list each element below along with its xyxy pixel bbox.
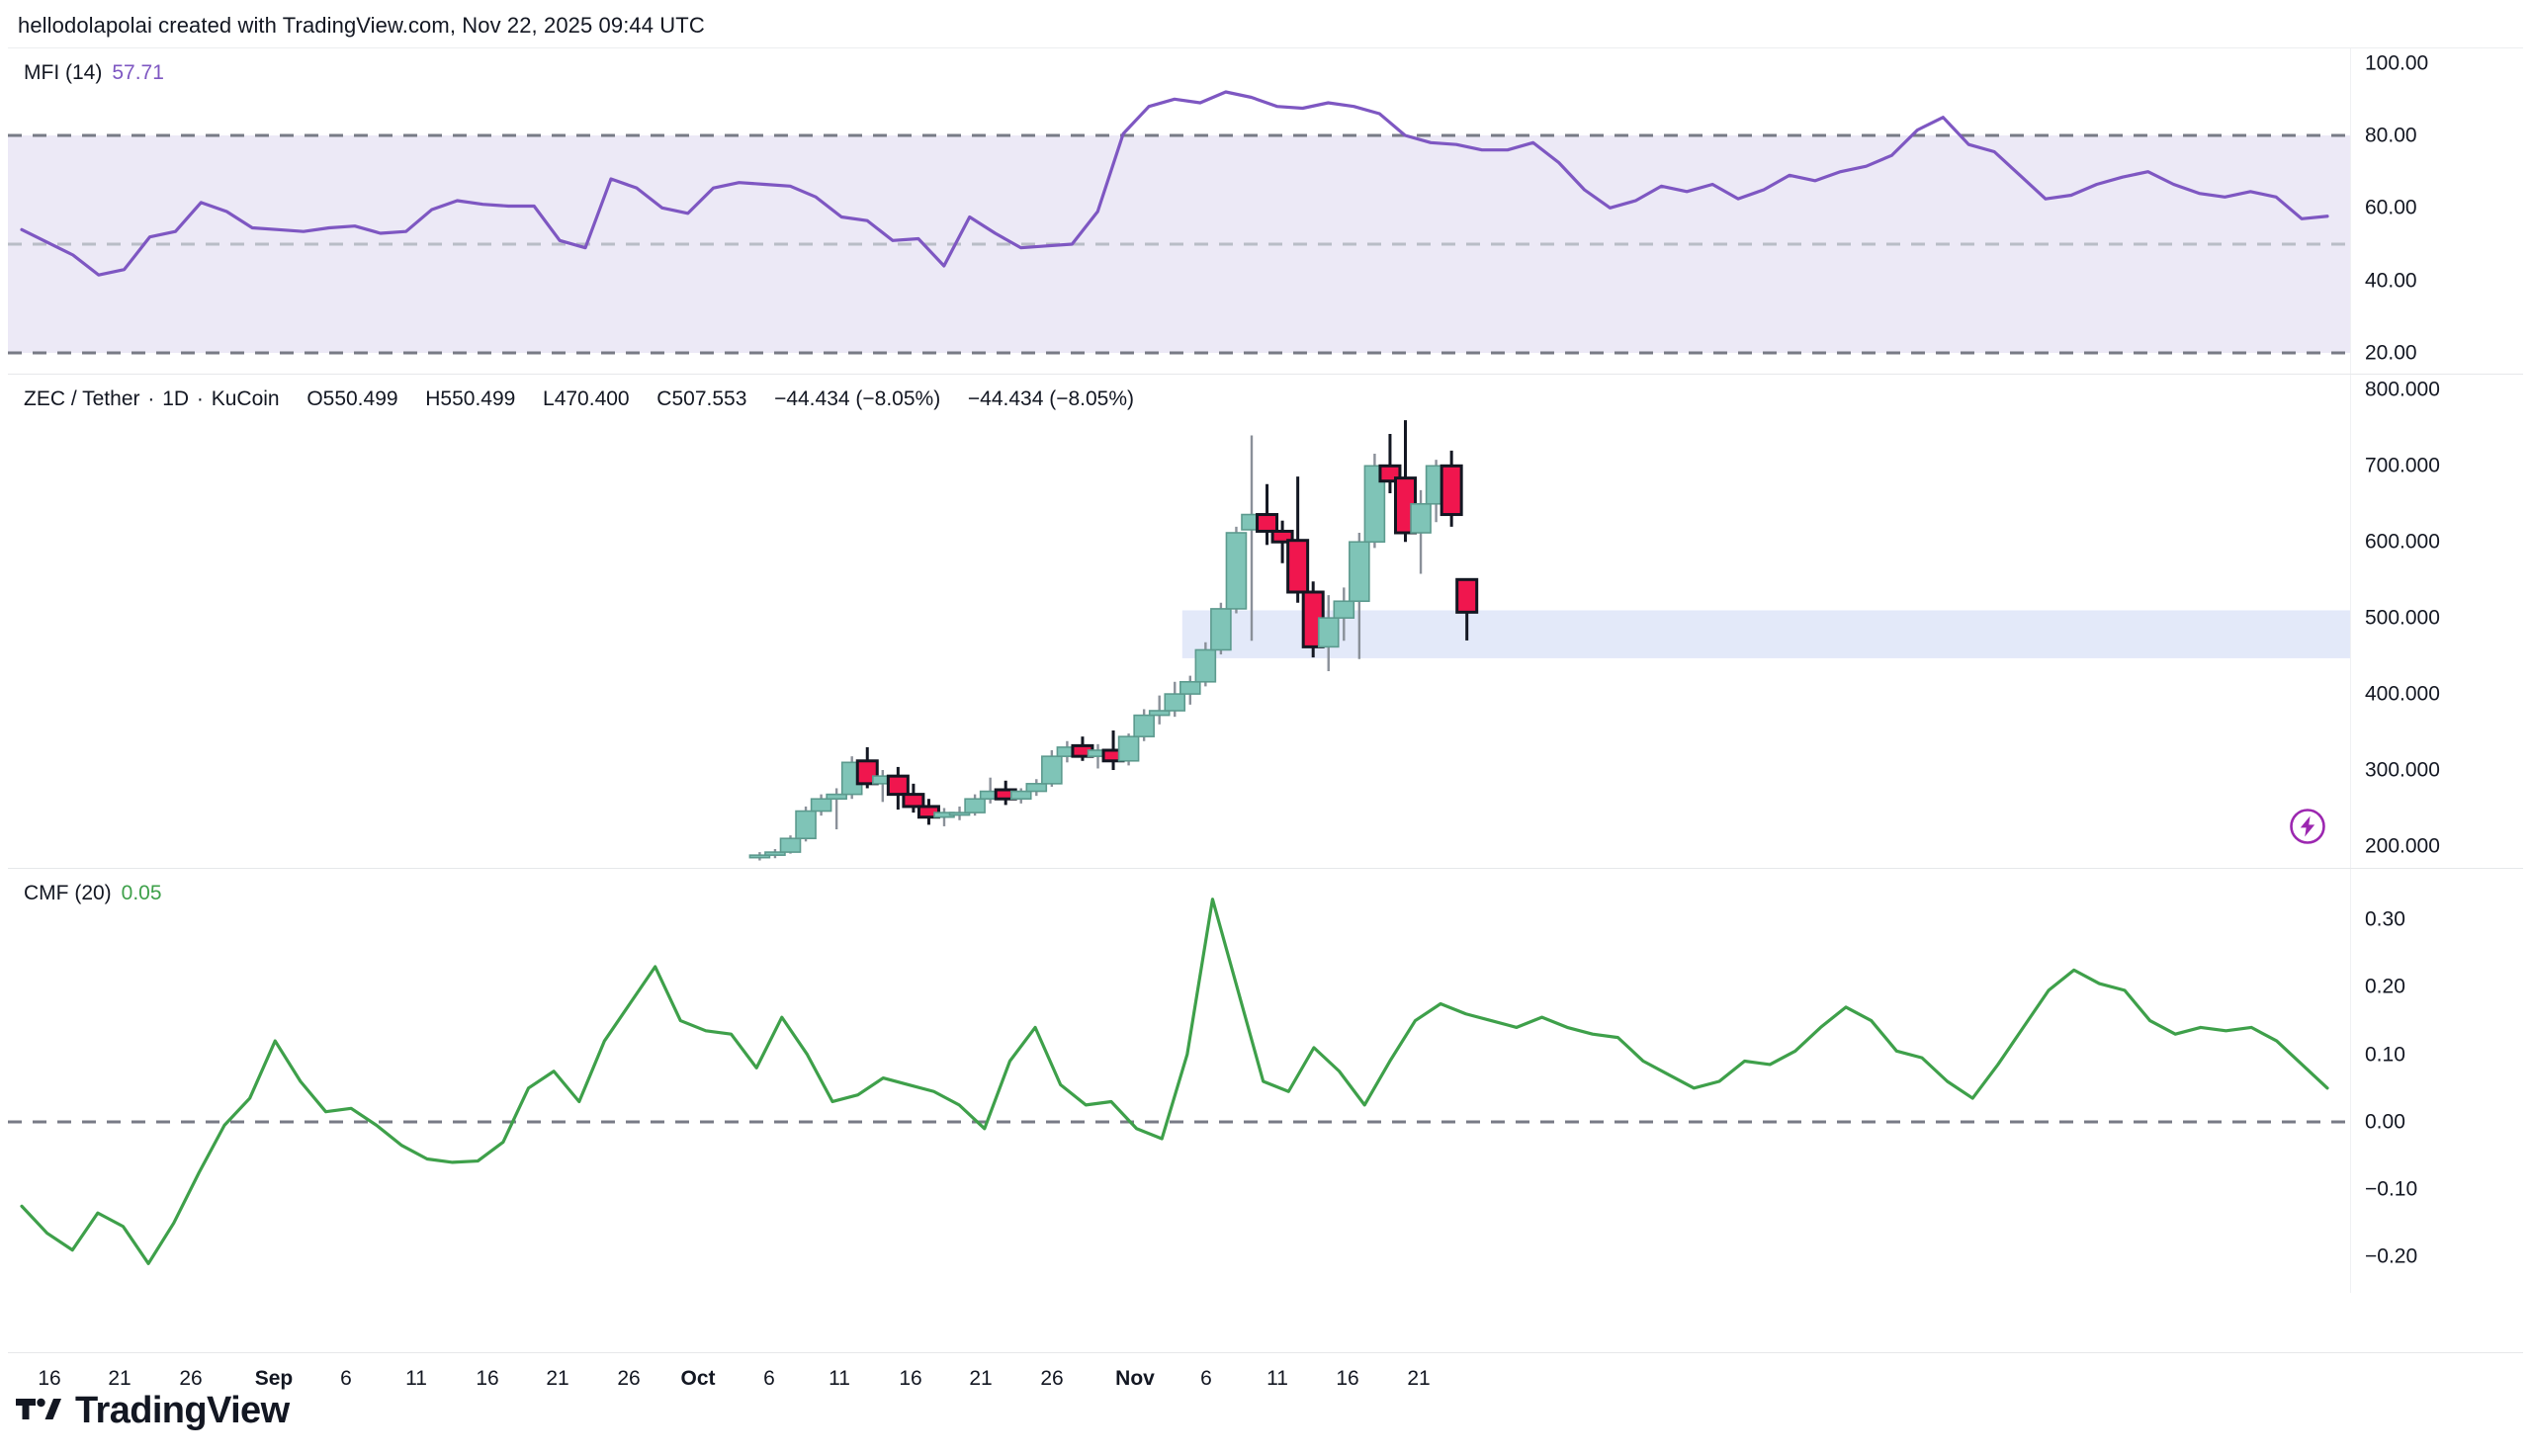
- axis-tick-label: 60.00: [2365, 196, 2417, 219]
- cmf-scale-axis[interactable]: 0.30 0.20 0.10 0.00 −0.10 −0.20: [2350, 869, 2523, 1293]
- tradingview-footer[interactable]: TradingView: [16, 1392, 290, 1429]
- chart-frame: MFI (14) 57.71 100.00 80.00 60.00 40.00 20.00…: [8, 47, 2523, 1352]
- tradingview-logo-icon: [16, 1398, 61, 1419]
- cmf-series-svg: [8, 898, 2351, 1265]
- axis-tick-label: 80.00: [2365, 124, 2417, 147]
- axis-tick-label: 0.00: [2365, 1110, 2405, 1134]
- axis-tick-label: 600.000: [2365, 530, 2440, 554]
- time-axis[interactable]: 16 21 26 Sep 6 11 16 21 26 Oct 6 11 16 21 26 Nov 6 11 16 21: [8, 1352, 2523, 1405]
- axis-tick-label: 500.000: [2365, 606, 2440, 630]
- time-axis-label: 6: [1200, 1367, 1212, 1390]
- axis-tick-label: 400.000: [2365, 682, 2440, 706]
- time-axis-label: Nov: [1115, 1367, 1155, 1390]
- axis-tick-label: 800.000: [2365, 378, 2440, 401]
- candlestick-series-svg: [748, 420, 2351, 861]
- attribution-text: hellodolapolai created with TradingView.…: [18, 13, 705, 38]
- time-axis-label: 16: [1336, 1367, 1359, 1390]
- axis-tick-label: 40.00: [2365, 269, 2417, 293]
- axis-tick-label: 0.10: [2365, 1043, 2405, 1067]
- time-axis-label: 21: [108, 1367, 131, 1390]
- cmf-plot-area[interactable]: [8, 869, 2351, 1293]
- axis-tick-label: −0.10: [2365, 1177, 2418, 1201]
- tradingview-wordmark: TradingView: [75, 1390, 290, 1431]
- time-axis-label: 21: [1407, 1367, 1431, 1390]
- time-axis-label: 6: [763, 1367, 775, 1390]
- axis-tick-label: 300.000: [2365, 758, 2440, 782]
- time-axis-label: 26: [617, 1367, 641, 1390]
- axis-tick-label: 0.30: [2365, 907, 2405, 931]
- pane-cmf[interactable]: CMF (20) 0.05 0.30 0.20 0.10 0.00 −0.10 −0.20: [8, 868, 2523, 1293]
- time-axis-label: 16: [476, 1367, 499, 1390]
- axis-tick-label: 100.00: [2365, 51, 2429, 75]
- time-axis-label: 6: [340, 1367, 352, 1390]
- time-axis-label: 21: [969, 1367, 993, 1390]
- time-axis-label: 16: [38, 1367, 61, 1390]
- time-axis-label: 16: [899, 1367, 922, 1390]
- pane-mfi[interactable]: MFI (14) 57.71 100.00 80.00 60.00 40.00 20.00: [8, 47, 2523, 374]
- mfi-series-svg: [8, 90, 2351, 355]
- time-axis-label: 26: [179, 1367, 203, 1390]
- time-axis-label: 26: [1040, 1367, 1064, 1390]
- time-axis-label: Sep: [254, 1367, 294, 1390]
- flash-bolt-icon[interactable]: [2288, 807, 2327, 846]
- axis-tick-label: −0.20: [2365, 1244, 2418, 1268]
- time-axis-label: 11: [1266, 1367, 1288, 1390]
- axis-tick-label: 0.20: [2365, 975, 2405, 998]
- price-scale-axis[interactable]: 800.000 700.000 600.000 500.000 400.000 300.0…: [2350, 375, 2523, 868]
- time-axis-label: 11: [405, 1367, 427, 1390]
- mfi-price-axis[interactable]: 100.00 80.00 60.00 40.00 20.00: [2350, 48, 2523, 374]
- pane-price[interactable]: ZEC / Tether · 1D · KuCoin O550.499 H550…: [8, 374, 2523, 868]
- time-axis-label: Oct: [680, 1367, 716, 1390]
- time-axis-label: 21: [546, 1367, 569, 1390]
- time-axis-label: 11: [829, 1367, 850, 1390]
- axis-tick-label: 200.000: [2365, 834, 2440, 858]
- price-plot-area[interactable]: [8, 375, 2351, 868]
- mfi-plot-area[interactable]: [8, 48, 2351, 374]
- axis-tick-label: 700.000: [2365, 454, 2440, 477]
- axis-tick-label: 20.00: [2365, 341, 2417, 365]
